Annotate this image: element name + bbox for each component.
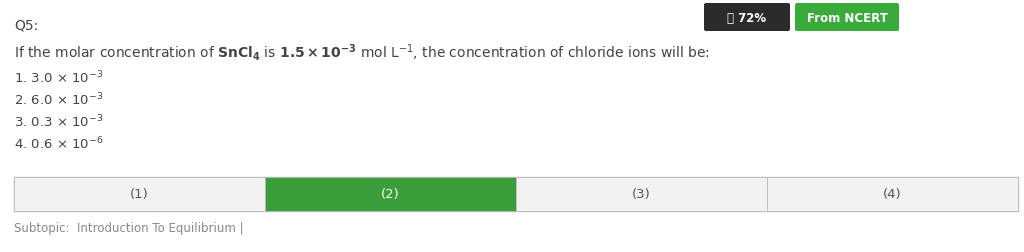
Text: 2. 6.0 $\times$ 10$^{-3}$: 2. 6.0 $\times$ 10$^{-3}$	[14, 92, 103, 108]
Text: Q5:: Q5:	[14, 18, 38, 32]
FancyBboxPatch shape	[795, 4, 899, 32]
Text: Subtopic:  Introduction To Equilibrium |: Subtopic: Introduction To Equilibrium |	[14, 221, 244, 234]
Text: 1. 3.0 $\times$ 10$^{-3}$: 1. 3.0 $\times$ 10$^{-3}$	[14, 70, 103, 86]
FancyBboxPatch shape	[767, 177, 1018, 211]
FancyBboxPatch shape	[265, 177, 516, 211]
Text: (4): (4)	[883, 188, 902, 201]
Text: If the molar concentration of $\mathbf{SnCl_4}$ is $\mathbf{1.5 \times 10^{-3}}$: If the molar concentration of $\mathbf{S…	[14, 42, 710, 63]
Text: 👍 72%: 👍 72%	[727, 11, 767, 24]
Text: (2): (2)	[381, 188, 400, 201]
Text: (1): (1)	[130, 188, 148, 201]
Text: From NCERT: From NCERT	[807, 11, 888, 24]
FancyBboxPatch shape	[14, 177, 265, 211]
FancyBboxPatch shape	[516, 177, 767, 211]
FancyBboxPatch shape	[705, 4, 790, 32]
Text: (3): (3)	[632, 188, 651, 201]
Text: 3. 0.3 $\times$ 10$^{-3}$: 3. 0.3 $\times$ 10$^{-3}$	[14, 114, 103, 130]
Text: 4. 0.6 $\times$ 10$^{-6}$: 4. 0.6 $\times$ 10$^{-6}$	[14, 136, 103, 152]
